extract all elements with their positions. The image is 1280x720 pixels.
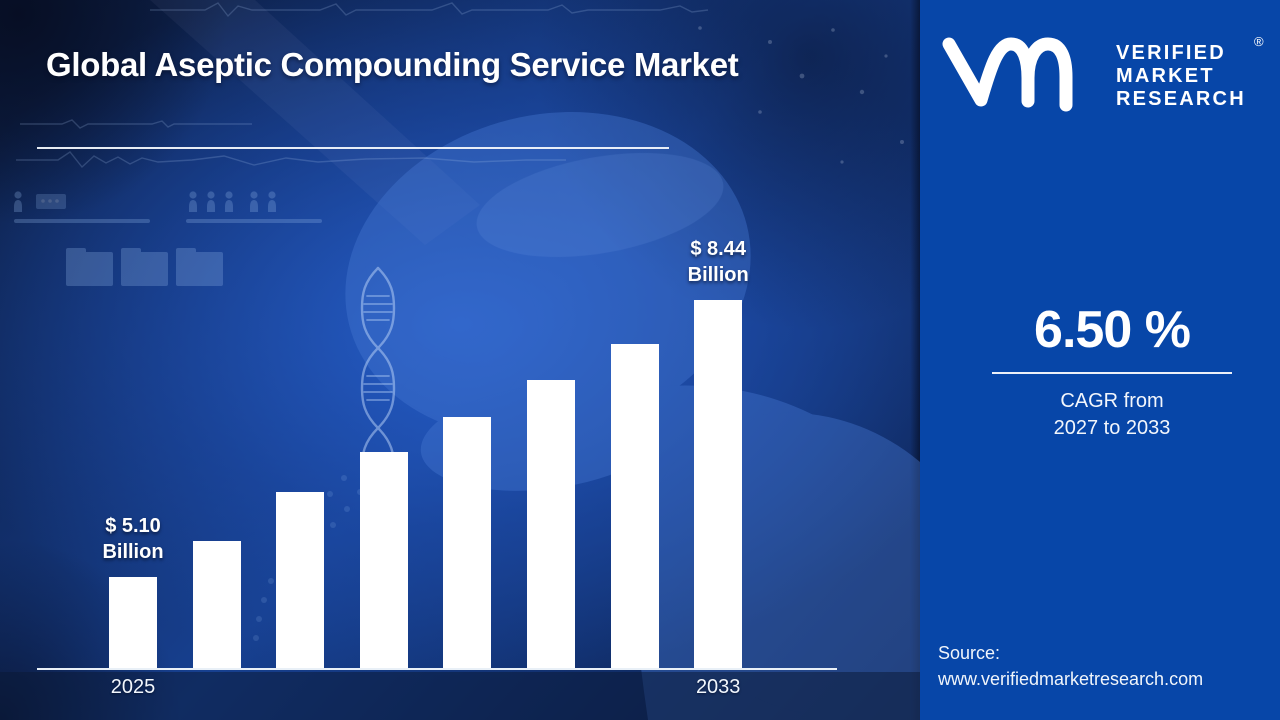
cagr-caption-line2: 2027 to 2033 [1053,417,1171,439]
page-title: Global Aseptic Compounding Service Marke… [46,46,739,83]
source-block: Source: www.verifiedmarketresearch.com [938,640,1203,692]
person-icon [189,191,197,212]
chart-bar [527,379,575,668]
brand-word-research: RESEARCH [1116,88,1246,110]
source-url: www.verifiedmarketresearch.com [938,669,1204,689]
person-icon [250,191,258,212]
brand-word-verified: VERIFIED [1116,42,1226,64]
chart-section: Global Aseptic Compounding Service Marke… [0,0,920,720]
progress-bar [14,219,150,223]
cagr-caption: CAGR from 2027 to 2033 [962,388,1262,442]
light-beam [150,0,480,245]
person-icon [225,191,233,212]
chart-bar [109,577,157,668]
brand-panel: VERIFIED MARKET RESEARCH ® 6.50 % CAGR f… [920,0,1280,720]
hand-highlight [476,152,724,258]
x-axis-line [37,668,837,670]
cagr-divider [992,372,1232,374]
ecg-lines [16,2,709,169]
bar-value-label: $ 5.10 Billion [102,515,164,563]
chart-bar [610,343,659,668]
person-icon [14,191,22,212]
sparkles [698,26,904,164]
progress-bar [186,219,322,223]
cagr-caption-line1: CAGR from [1060,390,1164,412]
brand-wordmark: VERIFIED MARKET RESEARCH [1116,42,1246,111]
background-dashboard [14,191,322,286]
chart-bar [443,416,492,668]
x-axis-tick-label: 2025 [110,676,156,698]
person-icon [268,191,276,212]
cagr-block: 6.50 % CAGR from 2027 to 2033 [962,302,1262,442]
source-label: Source: [938,643,1001,663]
brand-word-market: MARKET [1116,65,1215,87]
chart-bar [192,541,241,668]
chart-bar [694,300,743,668]
person-icon [207,191,215,212]
title-underline [37,147,669,149]
vmr-logo-icon [942,37,1073,112]
bar-chart: 2025 2033 $ 5.10 Billion $ 8.44 Billion [37,238,837,698]
cagr-value: 6.50 % [1034,301,1191,359]
registered-trademark: ® [1254,34,1264,49]
badge-icon [36,194,66,209]
footer-shade [0,672,920,720]
x-axis-tick-label: 2033 [695,676,741,698]
bar-value-label: $ 8.44 Billion [687,238,749,286]
chart-bar [276,492,325,668]
chart-bar [359,451,408,668]
